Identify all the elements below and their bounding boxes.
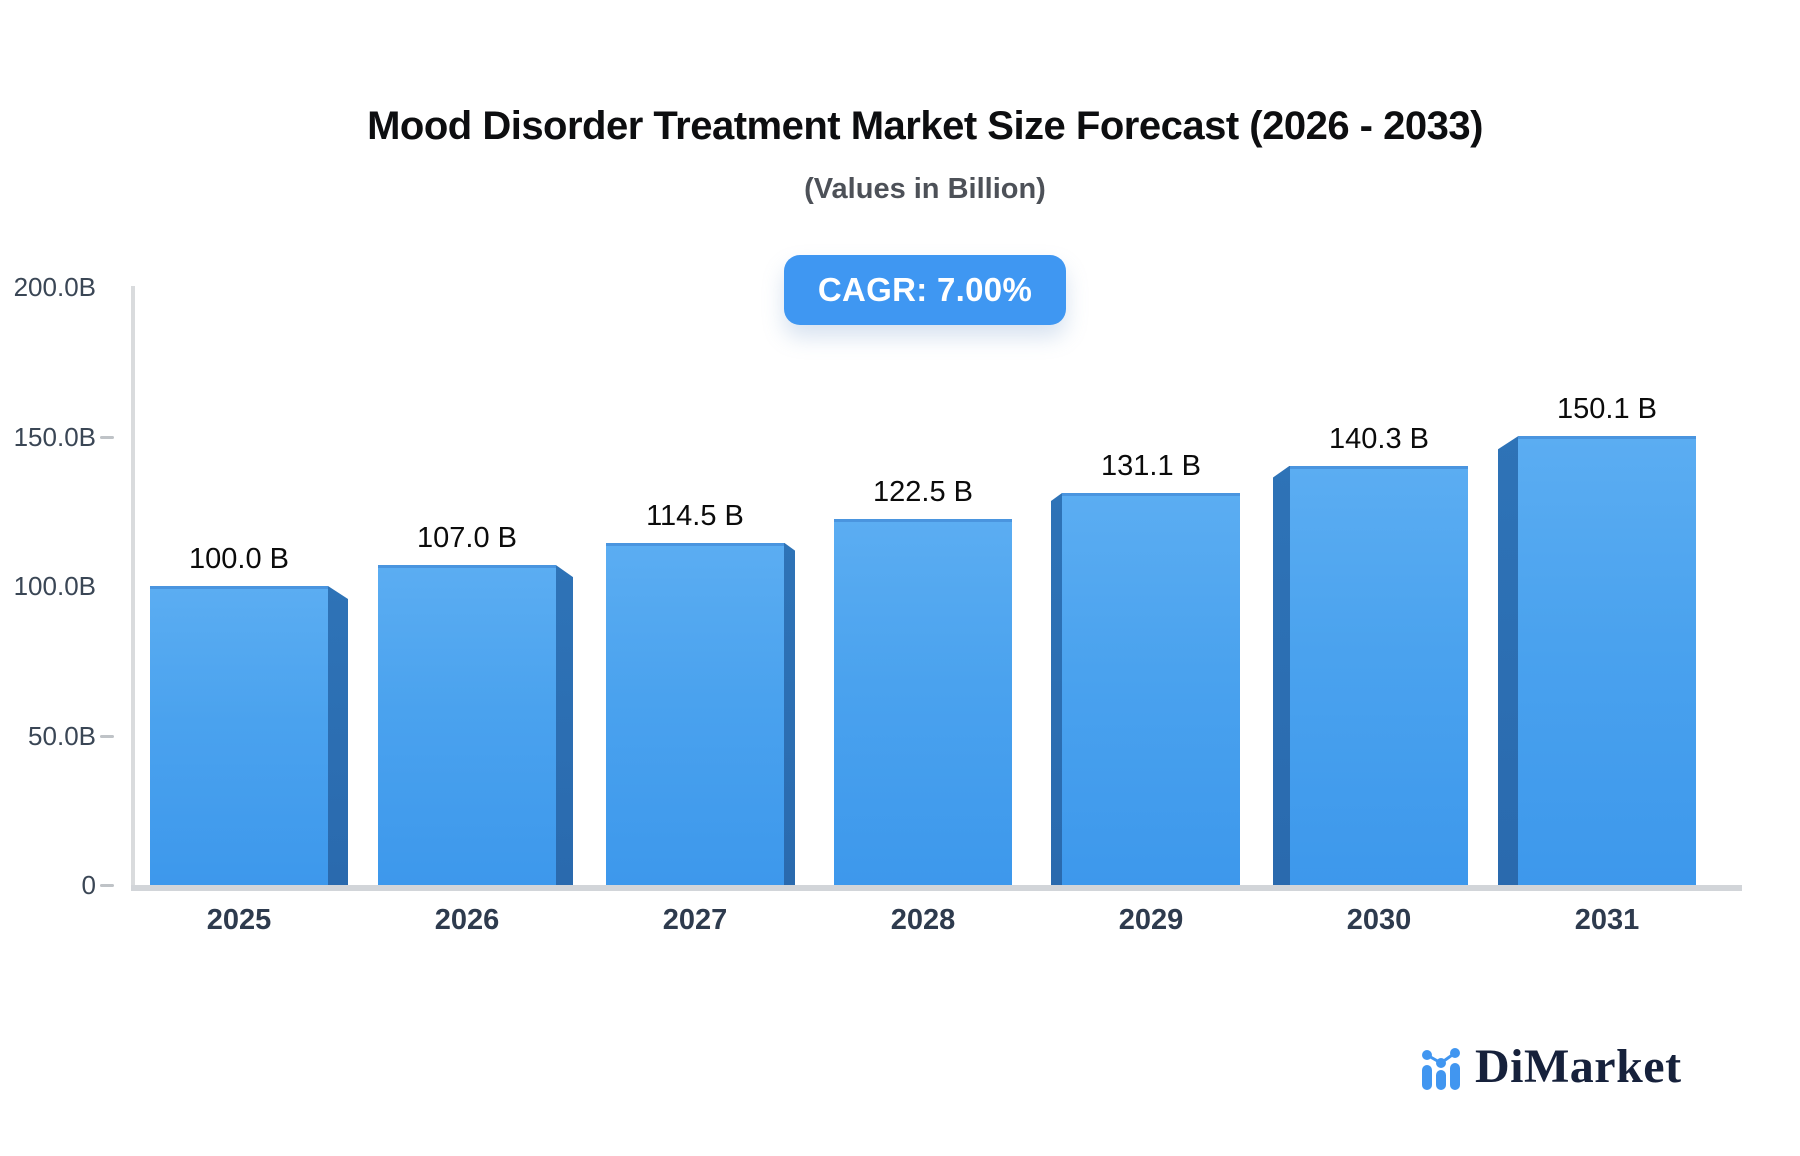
bar-side <box>1273 465 1290 885</box>
bar-side <box>784 542 795 885</box>
bar-value-label: 100.0 B <box>189 543 289 575</box>
bar-face <box>834 518 1012 885</box>
dimarket-logo-text: DiMarket <box>1475 1040 1682 1093</box>
cagr-badge-row: CAGR: 7.00% <box>25 255 1800 325</box>
y-tick-dash <box>100 884 114 887</box>
bar-face <box>1518 436 1696 885</box>
y-tick-label: 0 <box>81 870 96 900</box>
x-tick-label: 2029 <box>1118 904 1184 936</box>
y-tick-label: 100.0B <box>13 571 96 601</box>
x-tick-label: 2030 <box>1346 904 1412 936</box>
x-tick-label: 2031 <box>1574 904 1640 936</box>
y-tick-dash <box>100 734 114 738</box>
bar-face <box>1290 465 1468 885</box>
chart-subtitle: (Values in Billion) <box>804 173 1046 205</box>
y-tick-label: 150.0B <box>13 421 96 452</box>
bar-value-label: 140.3 B <box>1329 422 1429 455</box>
x-tick-label: 2028 <box>890 904 956 936</box>
y-axis-line <box>131 286 135 887</box>
bar-side <box>556 565 573 885</box>
bar-value-label: 131.1 B <box>1101 450 1201 482</box>
dimarket-logo: DiMarket <box>1418 1036 1682 1092</box>
y-tick-label: 200.0B <box>13 272 96 302</box>
bar-face <box>606 542 784 885</box>
x-tick-label: 2027 <box>662 904 728 936</box>
cagr-badge: CAGR: 7.00% <box>783 255 1067 325</box>
cagr-badge-label: CAGR: 7.00% <box>817 271 1033 308</box>
bar-value-label: 150.1 B <box>1557 393 1657 426</box>
mini-bar-chart-logo-icon <box>1422 1048 1460 1090</box>
bar-face <box>1062 493 1240 885</box>
y-tick-label: 50.0B <box>28 720 96 751</box>
bar-side <box>328 586 348 885</box>
bar-value-label: 107.0 B <box>417 522 517 555</box>
y-tick-dash <box>100 435 114 439</box>
x-axis-baseline <box>131 885 1742 891</box>
chart-title: Mood Disorder Treatment Market Size Fore… <box>367 104 1483 148</box>
bar-side <box>1498 436 1518 885</box>
bar-value-label: 114.5 B <box>646 499 744 532</box>
x-tick-label: 2025 <box>206 904 272 936</box>
bar-side <box>1051 493 1062 885</box>
bar-value-label: 122.5 B <box>873 475 973 508</box>
x-tick-label: 2026 <box>434 904 500 936</box>
bar-face <box>378 565 556 885</box>
bar-face <box>150 586 328 885</box>
